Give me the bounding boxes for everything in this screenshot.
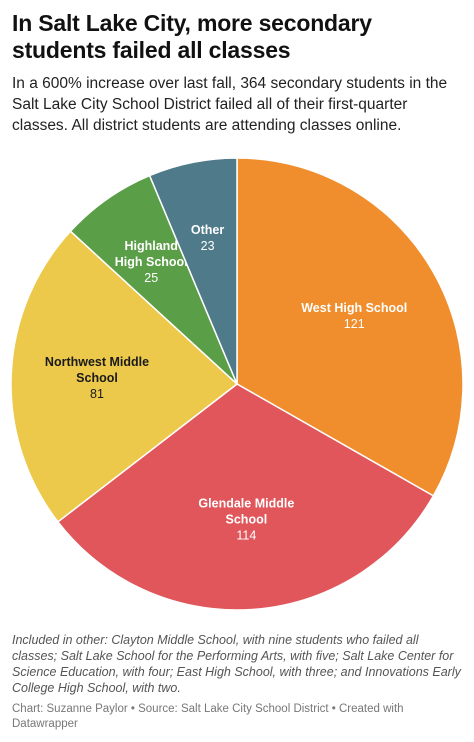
slice-value-label: 81 [90,387,104,401]
slice-label-name: School [76,371,118,385]
slice-label-4: Other 23 [191,223,224,253]
slice-value-label: 25 [144,271,158,285]
chart-title: In Salt Lake City, more secondary studen… [12,10,372,63]
pie-slice-1 [56,383,435,611]
slice-label-1: Glendale Middle School 114 [198,496,294,542]
slice-value-label: 23 [201,239,215,253]
slice-value-label: 114 [236,528,256,542]
slice-value-label: 121 [344,317,365,331]
slice-label-name: High School [115,255,188,269]
slice-label-name: West High School [301,301,407,315]
slice-label-2: Northwest Middle School 81 [45,355,149,401]
chart-notes: Included in other: Clayton Middle School… [12,633,461,695]
pie-slice-0 [236,157,464,497]
pie-chart: West High School 121 Glendale Middle School… [10,157,464,611]
pie-slice-2 [10,230,239,523]
slice-label-3: Highland High School 25 [115,239,188,285]
slice-label-name: Highland [124,239,177,253]
pie-chart-area: West High School 121 Glendale Middle School… [0,150,474,620]
slice-label-0: West High School 121 [301,301,407,331]
slice-label-name: Other [191,223,224,237]
slice-label-name: Glendale Middle [198,496,294,510]
chart-credits: Chart: Suzanne Paylor • Source: Salt Lak… [12,703,404,730]
slice-label-name: Northwest Middle [45,355,149,369]
chart-subtitle: In a 600% increase over last fall, 364 s… [12,75,448,134]
slice-label-name: School [226,512,268,526]
pie-slice-4 [148,157,238,385]
